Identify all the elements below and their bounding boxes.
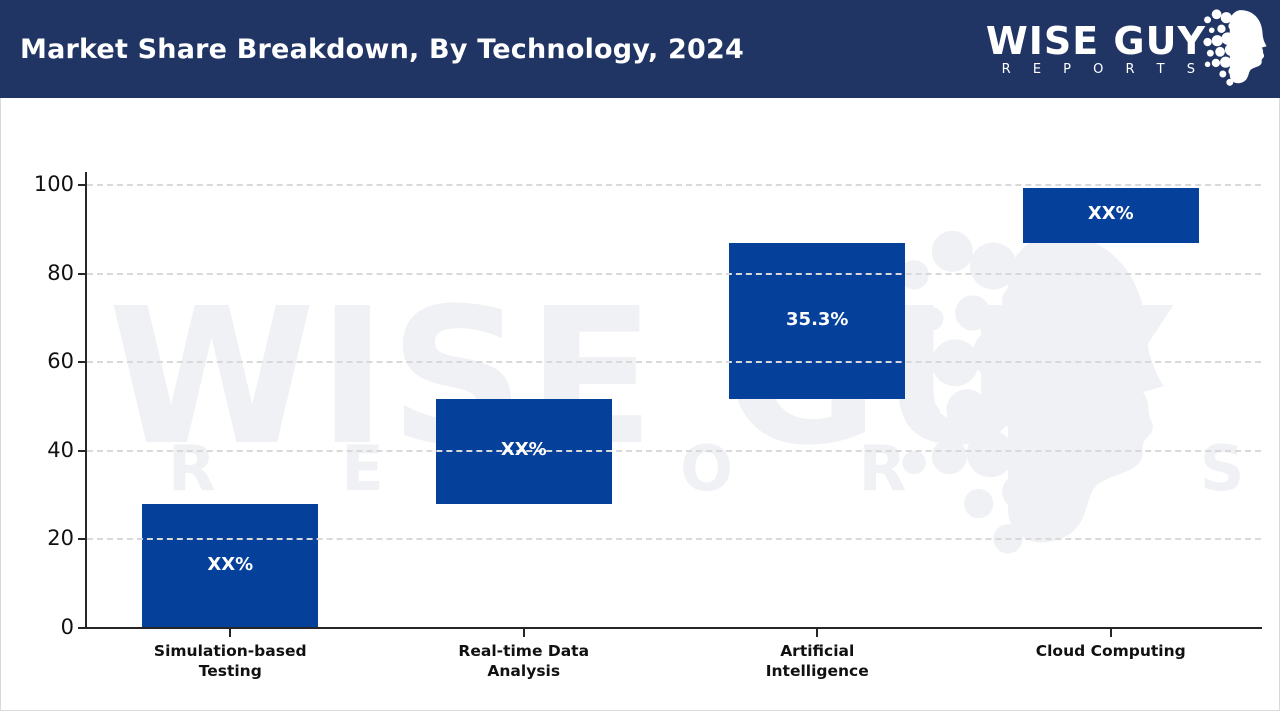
y-tick — [78, 449, 86, 452]
x-tick — [1109, 629, 1112, 637]
bar-value-label: XX% — [500, 439, 547, 461]
x-tick — [816, 629, 819, 637]
y-tick — [78, 361, 86, 363]
y-tick-label: 60 — [47, 349, 74, 373]
bar-segment — [729, 242, 906, 400]
y-axis-line — [85, 172, 87, 629]
logo-head-icon — [1202, 7, 1268, 91]
y-tick — [78, 626, 86, 629]
y-tick-label: 0 — [60, 614, 74, 639]
y-tick — [78, 538, 86, 540]
logo-subtitle: R E P O R T S — [1001, 62, 1204, 77]
y-tick-label: 100 — [33, 172, 74, 196]
logo-wordmark: WISE GUY — [985, 19, 1206, 63]
grid-line — [87, 272, 1261, 275]
grid-line — [87, 449, 1261, 452]
page-title: Market Share Breakdown, By Technology, 2… — [20, 33, 745, 65]
y-tick-label: 80 — [47, 260, 74, 285]
y-tick — [78, 184, 86, 186]
x-axis-line — [85, 627, 1262, 629]
grid-line — [87, 361, 1261, 363]
category-label: Simulation-based Testing — [153, 642, 307, 680]
y-tick — [78, 272, 86, 275]
y-tick-label: 40 — [47, 437, 74, 462]
header-bar: Market Share Breakdown, By Technology, 2… — [0, 0, 1280, 98]
category-label: Real-time Data Analysis — [458, 642, 590, 680]
category-label: Cloud Computing — [1035, 642, 1186, 660]
logo-text: WISE GUY R E P O R T S — [986, 21, 1206, 77]
x-tick — [229, 629, 232, 637]
grid-line — [87, 538, 1261, 540]
bar-value-label: 35.3% — [786, 309, 849, 331]
bar-segment — [142, 503, 319, 628]
bar-value-label: XX% — [207, 553, 254, 575]
wise-guy-reports-logo: WISE GUY R E P O R T S — [986, 7, 1280, 91]
grid-line — [87, 184, 1261, 186]
bar-value-label: XX% — [1087, 203, 1134, 225]
category-label: Artificial Intelligence — [765, 642, 869, 680]
x-tick — [522, 629, 525, 637]
y-tick-label: 20 — [47, 526, 74, 550]
